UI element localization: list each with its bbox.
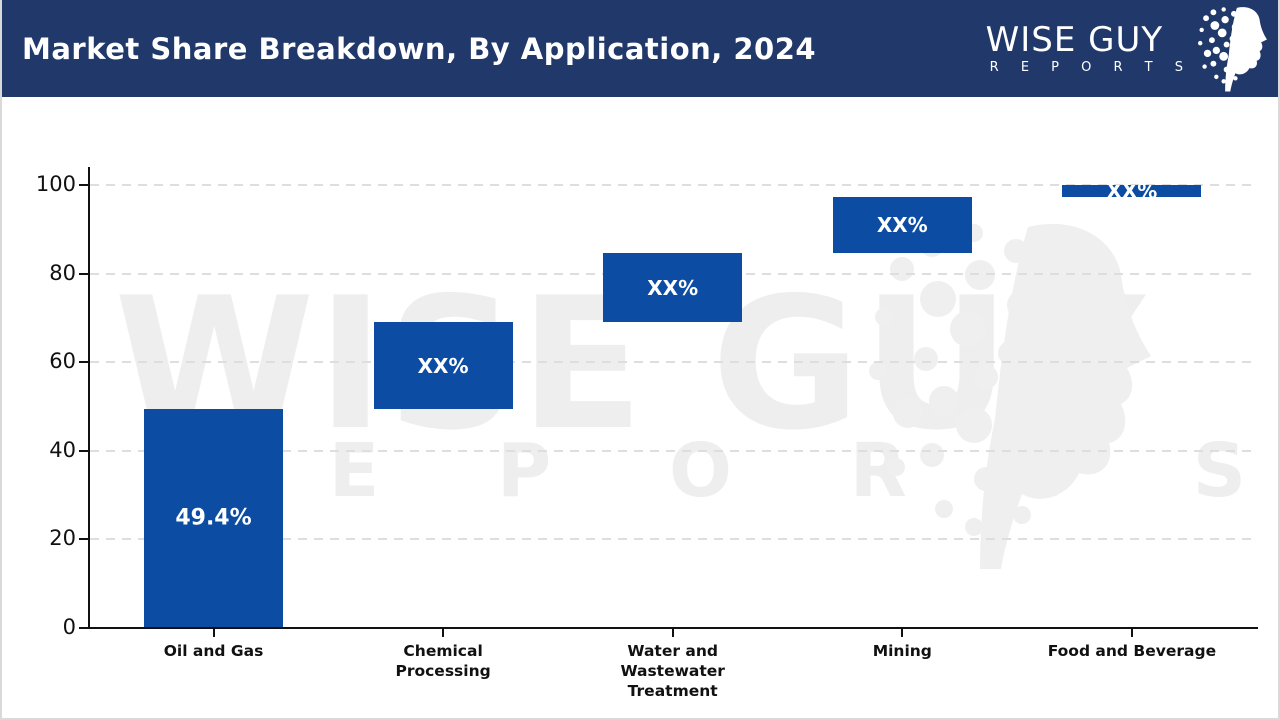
x-tick-mark (442, 629, 445, 637)
y-gridline (90, 361, 1258, 363)
y-tick-label: 60 (49, 349, 76, 373)
bar-segment: 49.4% (144, 408, 283, 628)
x-category-label-line: Water and (627, 642, 718, 660)
y-tick-label: 100 (35, 172, 76, 196)
bar-segment: XX% (373, 322, 513, 409)
x-tick-mark (212, 629, 215, 637)
y-tick-label: 40 (49, 437, 76, 462)
bar-value-label: XX% (876, 213, 928, 238)
header-bar: Market Share Breakdown, By Application, … (2, 0, 1278, 97)
y-tick-label: 20 (49, 526, 76, 550)
y-tick-label: 0 (62, 614, 76, 639)
x-tick-mark (1130, 629, 1133, 637)
brand-name: WISE GUY (985, 19, 1164, 60)
x-category-label: Oil and Gas (104, 641, 324, 661)
x-category-label: Chemical Processing (333, 641, 553, 681)
x-category-label-line: Chemical (403, 642, 483, 660)
x-category-label-line: Mining (872, 642, 932, 660)
x-tick-mark (901, 629, 904, 637)
x-category-label: Food and Beverage (1022, 641, 1242, 661)
y-gridline (90, 184, 1258, 186)
x-category-label-line: Processing (395, 662, 491, 680)
brand-face-icon (1198, 6, 1267, 92)
x-category-label-line: Food and Beverage (1047, 642, 1217, 660)
y-gridline (90, 449, 1258, 452)
x-category-label: Mining (792, 641, 1012, 661)
y-gridline (90, 538, 1258, 540)
y-tick-mark (79, 449, 88, 452)
bar-value-label: 49.4% (175, 505, 252, 531)
x-category-label-line: Oil and Gas (163, 642, 264, 660)
bar-value-label: XX% (647, 275, 699, 300)
bar-segment: XX% (832, 197, 972, 254)
x-category-label-line: Treatment (627, 682, 718, 700)
bar-segment: XX% (603, 253, 743, 323)
x-tick-mark (671, 629, 674, 637)
y-tick-mark (79, 538, 88, 540)
bar-value-label: XX% (1106, 185, 1158, 198)
y-tick-mark (79, 361, 88, 363)
brand-logo: WISE GUY R E P O R T S (986, 5, 1268, 93)
y-tick-mark (79, 184, 88, 186)
watermark-face (869, 223, 1151, 569)
bar-value-label: XX% (417, 353, 469, 378)
y-tick-mark (79, 272, 88, 275)
page-title: Market Share Breakdown, By Application, … (22, 31, 817, 66)
y-tick-mark (79, 626, 88, 629)
x-axis (88, 627, 1258, 629)
y-tick-label: 80 (49, 260, 76, 285)
x-category-label-line: Wastewater (620, 662, 725, 680)
x-category-label: Water and Wastewater Treatment (563, 641, 783, 701)
brand-logo-text: WISE GUY R E P O R T S (986, 23, 1192, 75)
y-axis (88, 167, 90, 628)
bar-segment: XX% (1062, 185, 1202, 198)
brand-subtitle: R E P O R T S (989, 59, 1192, 75)
